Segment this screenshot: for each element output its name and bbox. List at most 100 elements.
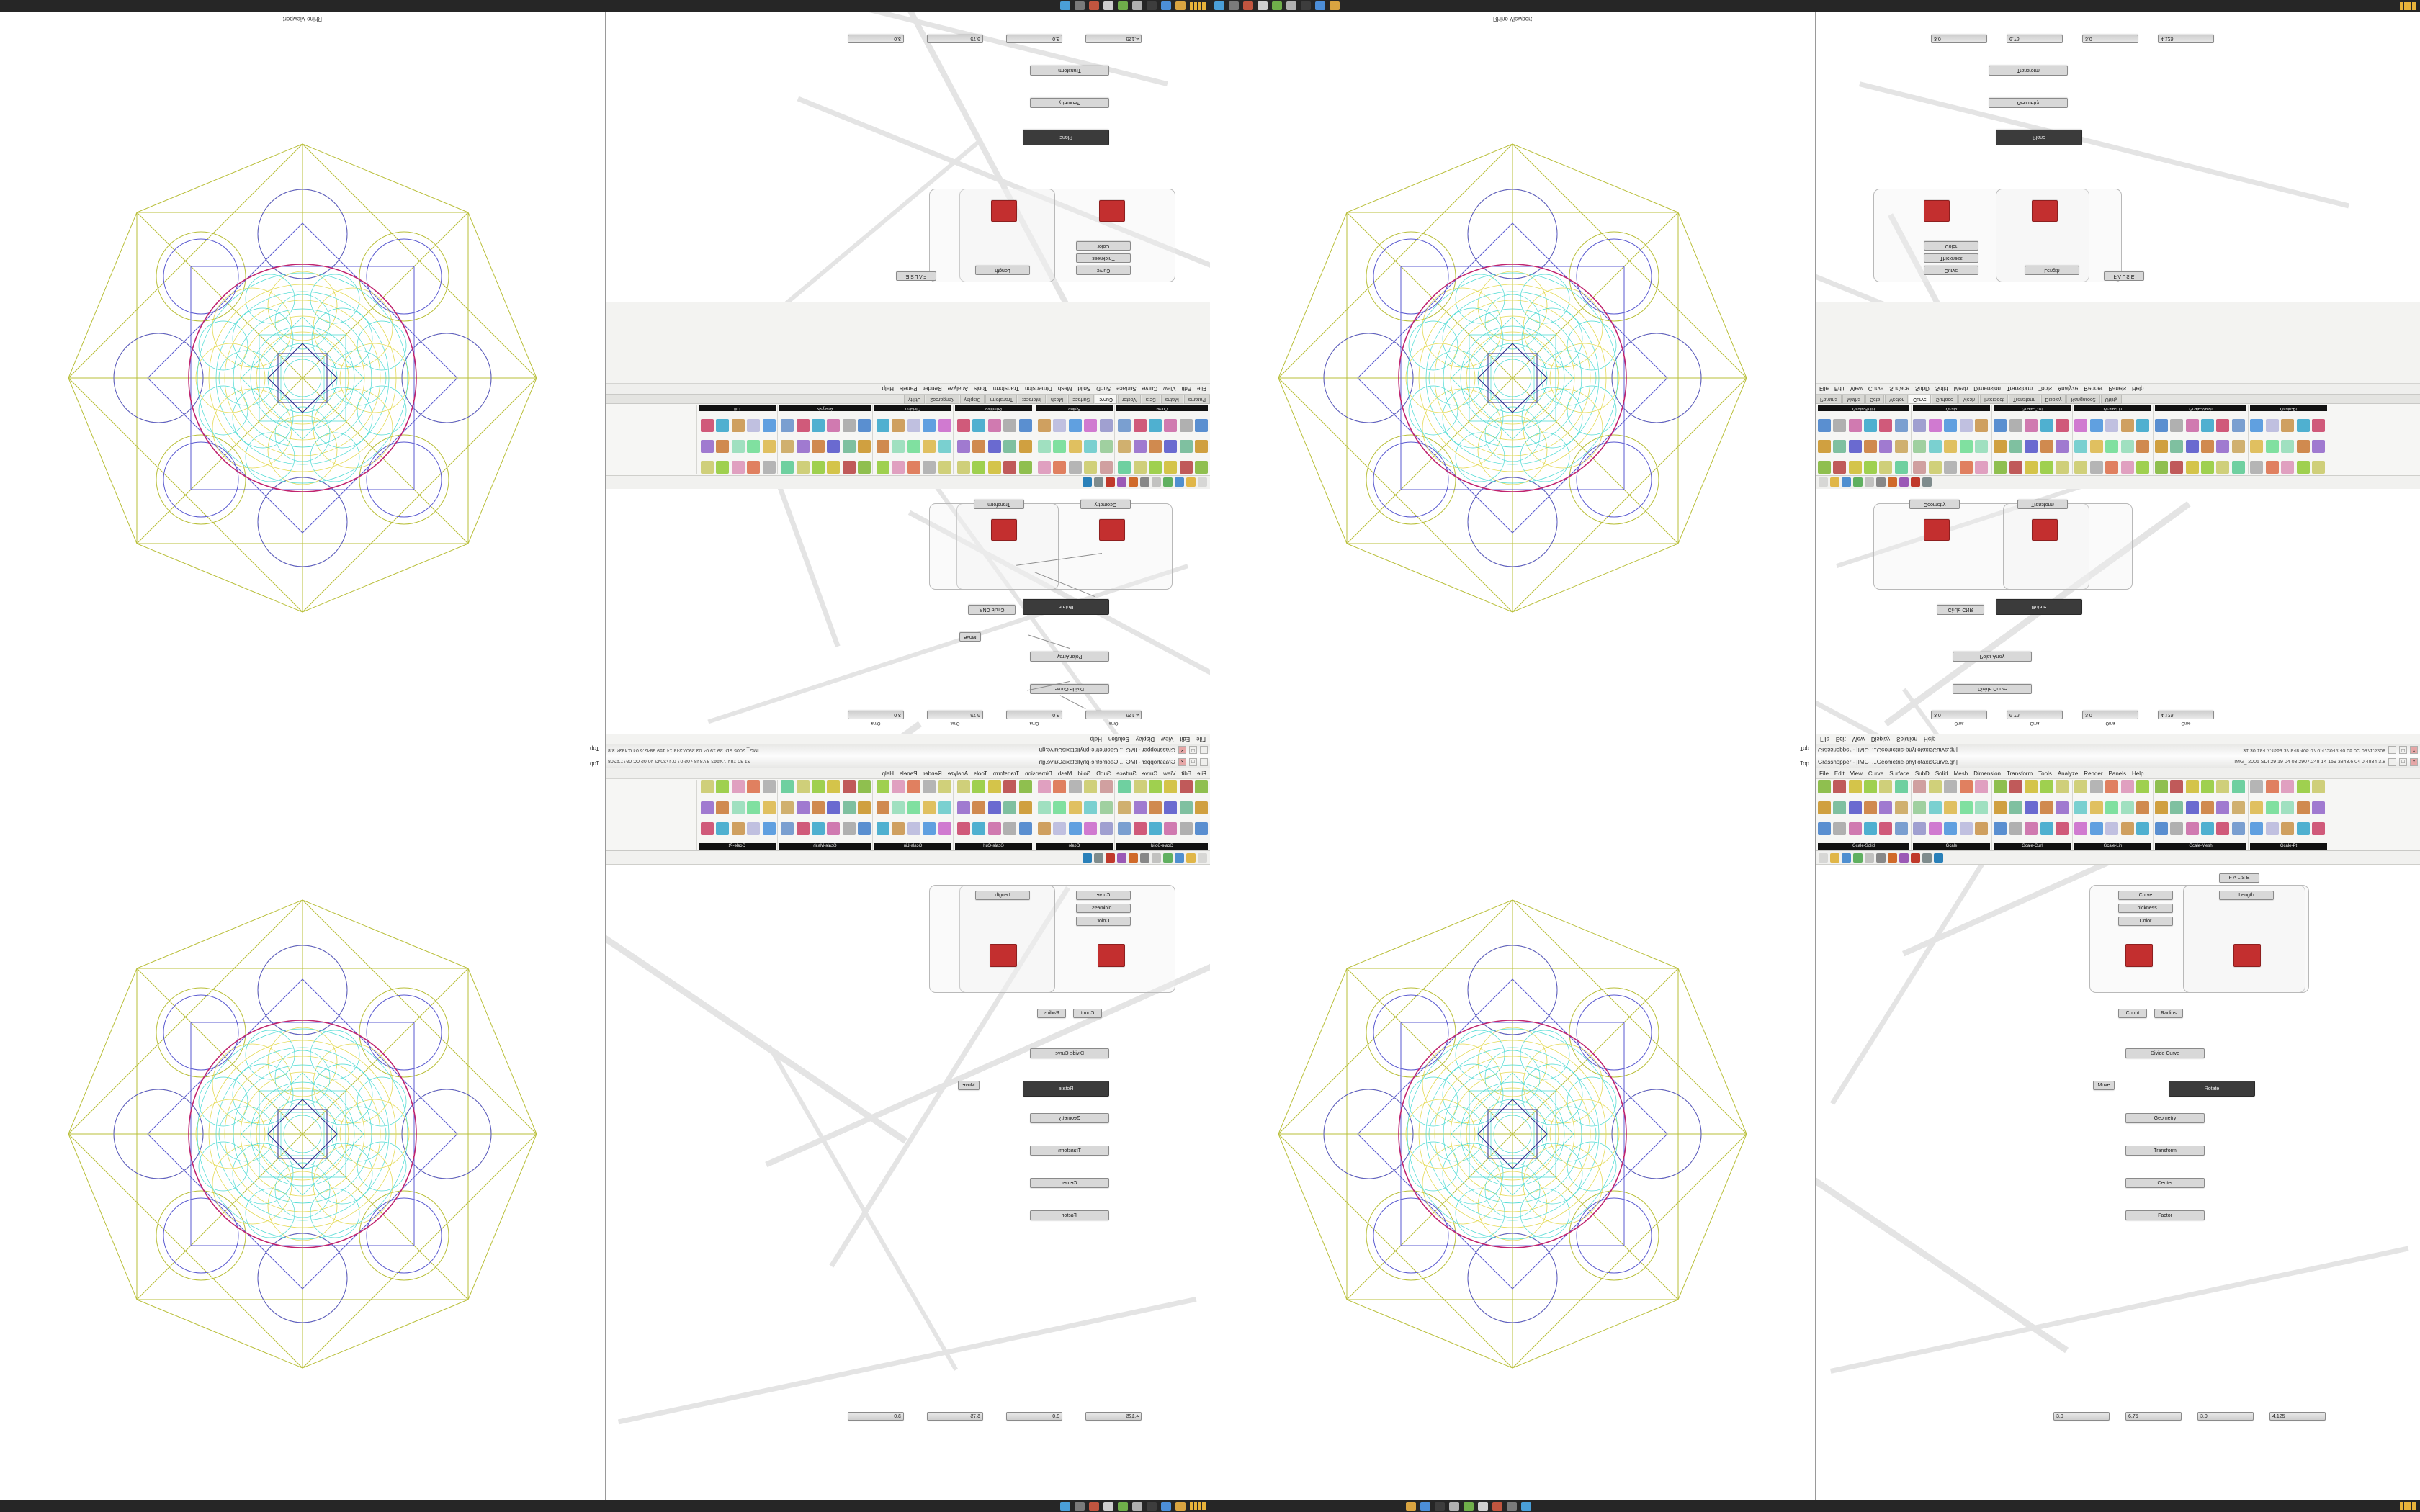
shaded-icon[interactable] (1140, 477, 1150, 487)
component-icon[interactable] (1863, 461, 1877, 474)
component-icon[interactable] (1994, 780, 2007, 793)
component-icon[interactable] (1179, 822, 1193, 835)
component-icon[interactable] (972, 801, 986, 814)
component-icon[interactable] (2074, 461, 2087, 474)
settings-gear-icon[interactable] (1922, 477, 1932, 487)
tab-sets[interactable]: Sets (1865, 395, 1885, 404)
tab-vector[interactable]: Vector (1885, 395, 1909, 404)
close-button[interactable]: × (2410, 746, 2418, 755)
component-icon[interactable] (956, 780, 970, 793)
node-geometry-tr[interactable]: Geometry (1909, 500, 1960, 509)
rhino-menu-help[interactable]: Help (2132, 385, 2144, 392)
component-icon[interactable] (2089, 419, 2103, 432)
component-icon[interactable] (1118, 801, 1131, 814)
node-error-component-c[interactable] (1099, 200, 1125, 222)
component-icon[interactable] (716, 801, 730, 814)
settings-gear-icon[interactable] (1094, 852, 1103, 863)
image-viewer-icon[interactable] (1089, 1501, 1099, 1511)
component-icon[interactable] (907, 801, 920, 814)
node-thickness-tr[interactable]: Thickness (1924, 253, 1978, 263)
node-geometry-lower[interactable]: Geometry (1030, 98, 1109, 108)
new-document-icon[interactable] (1819, 477, 1828, 487)
tab-maths[interactable]: Maths (1160, 395, 1183, 404)
component-icon[interactable] (2185, 440, 2199, 453)
component-icon[interactable] (2170, 822, 2184, 835)
component-icon[interactable] (1164, 440, 1178, 453)
component-icon[interactable] (2216, 419, 2230, 432)
slider-30b-lower[interactable]: 3.0 (848, 35, 904, 43)
component-icon[interactable] (2105, 440, 2119, 453)
component-icon[interactable] (763, 822, 776, 835)
component-icon[interactable] (892, 440, 905, 453)
component-icon[interactable] (1100, 419, 1113, 432)
component-icon[interactable] (1975, 461, 1989, 474)
node-rotate-tr[interactable]: Rotate (1996, 599, 2082, 615)
component-icon[interactable] (2231, 801, 2245, 814)
component-icon[interactable] (1053, 801, 1067, 814)
slider-675-br[interactable]: 6.75 (2007, 35, 2063, 43)
menu-solution[interactable]: Solution (1108, 736, 1129, 742)
component-icon[interactable] (2296, 419, 2310, 432)
component-icon[interactable] (2170, 780, 2184, 793)
component-icon[interactable] (1818, 801, 1831, 814)
component-icon[interactable] (2120, 822, 2134, 835)
component-icon[interactable] (1894, 419, 1908, 432)
tab-vector[interactable]: Vector (1117, 395, 1141, 404)
component-icon[interactable] (1959, 780, 1973, 793)
mail-icon[interactable] (1214, 1, 1224, 11)
rhino-menu-dimension[interactable]: Dimension (1025, 770, 1052, 777)
settings-gear-icon[interactable] (1922, 852, 1932, 863)
settings-icon[interactable] (1075, 1501, 1085, 1511)
component-icon[interactable] (1100, 822, 1113, 835)
slider-30b[interactable]: 3.0 Oma (848, 711, 904, 725)
component-icon[interactable] (1975, 419, 1989, 432)
node-plane-dark[interactable]: Plane (1023, 130, 1109, 145)
component-icon[interactable] (1179, 801, 1193, 814)
node-color-tr[interactable]: Color (1924, 241, 1978, 251)
rhino-menubar-tl[interactable]: File Edit View Curve Surface SubD Solid … (606, 383, 1210, 394)
node-rotate-bl[interactable]: Rotate (1023, 1081, 1109, 1097)
mail-icon[interactable] (1521, 1501, 1531, 1511)
component-icon[interactable] (923, 461, 936, 474)
node-error-component-h[interactable] (2233, 944, 2261, 967)
component-icon[interactable] (842, 419, 856, 432)
component-icon[interactable] (1019, 822, 1032, 835)
component-icon[interactable] (1149, 419, 1162, 432)
component-icon[interactable] (972, 419, 986, 432)
node-transform-br[interactable]: Transform (2125, 1146, 2205, 1156)
component-icon[interactable] (763, 419, 776, 432)
component-icon[interactable] (907, 822, 920, 835)
component-icon[interactable] (1133, 419, 1147, 432)
component-icon[interactable] (1118, 822, 1131, 835)
component-icon[interactable] (2120, 780, 2134, 793)
component-icon[interactable] (987, 780, 1001, 793)
open-folder-icon[interactable] (1830, 852, 1839, 863)
component-icon[interactable] (1068, 461, 1082, 474)
component-icon[interactable] (923, 822, 936, 835)
component-icon[interactable] (907, 419, 920, 432)
component-icon[interactable] (907, 440, 920, 453)
wireframe-icon[interactable] (1152, 477, 1161, 487)
menu-display[interactable]: Display (1135, 736, 1155, 742)
image-viewer-icon[interactable] (1492, 1501, 1502, 1511)
component-icon[interactable] (2040, 801, 2053, 814)
taskbar-tl[interactable] (0, 0, 1210, 12)
shaded-icon[interactable] (1876, 852, 1886, 863)
gh-toolbar-bl[interactable] (606, 851, 1210, 865)
component-icon[interactable] (1084, 461, 1098, 474)
mail-icon[interactable] (1060, 1501, 1070, 1511)
slider-4125-lower[interactable]: 4.125 (1085, 35, 1142, 43)
minimize-button[interactable]: – (2388, 757, 2396, 766)
node-curve-tr[interactable]: Curve (1924, 266, 1978, 275)
bake-icon[interactable] (1129, 477, 1138, 487)
text-editor-icon[interactable] (1478, 1501, 1488, 1511)
menu-help[interactable]: Help (1924, 736, 1936, 742)
component-icon[interactable] (2312, 461, 2326, 474)
component-icon[interactable] (1100, 801, 1113, 814)
component-icon[interactable] (1133, 822, 1147, 835)
node-thickness-bl[interactable]: Thickness (1076, 904, 1131, 913)
slider-675-lower[interactable]: 6.75 (927, 35, 983, 43)
component-icon[interactable] (938, 461, 951, 474)
cluster-icon[interactable] (1899, 852, 1909, 863)
tab-curve[interactable]: Curve (1095, 395, 1117, 404)
